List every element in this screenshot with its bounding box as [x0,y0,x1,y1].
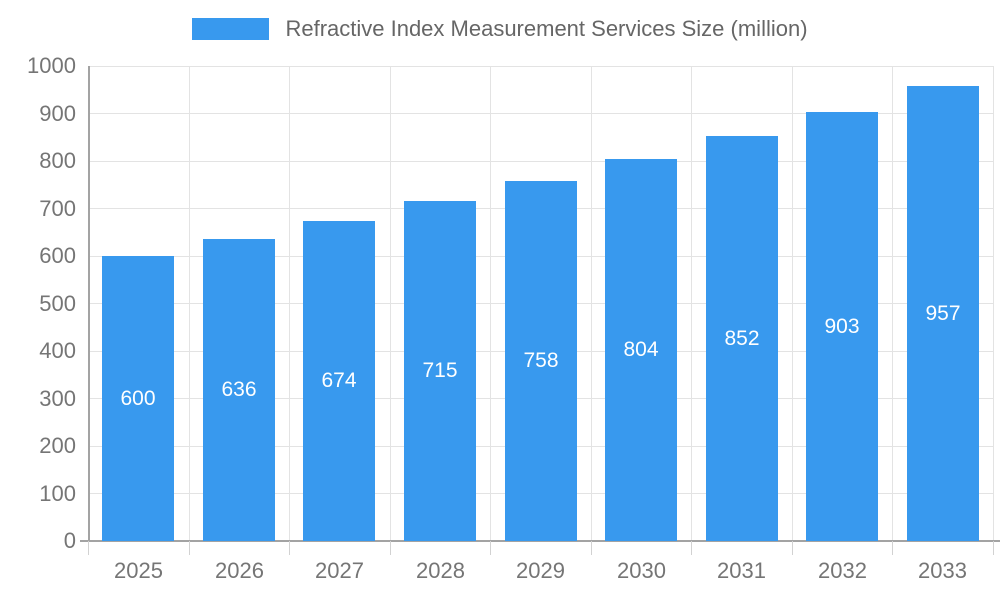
x-tick-label: 2033 [918,558,967,583]
x-axis-tick [892,541,893,555]
bar-2027: 674 [303,221,375,541]
y-tick-label: 0 [63,528,76,553]
bar-value-label: 852 [724,326,760,350]
bar-2031: 852 [706,136,778,541]
y-axis-line [88,66,90,541]
bar-value-label: 636 [221,378,257,401]
x-axis-tick [792,541,793,555]
gridline-horizontal [88,160,993,162]
x-axis-tick [189,541,190,555]
bar-value-label: 674 [321,369,357,392]
gridline-horizontal [88,113,993,114]
x-axis-tick [591,541,592,555]
gridline-vertical [892,66,893,541]
gridline-vertical [289,66,290,541]
gridline-vertical [390,66,391,541]
bar-2033: 957 [907,86,979,541]
x-axis-tick [289,541,290,555]
x-tick-label: 2031 [717,558,766,583]
bar-value-label: 758 [523,349,559,372]
x-axis-tick [88,541,89,555]
y-tick-label: 400 [39,338,76,363]
bar-2026: 636 [203,239,275,541]
x-axis-tick [390,541,391,555]
bar-value-label: 715 [422,359,458,382]
legend-label: Refractive Index Measurement Services Si… [285,16,808,41]
x-tick-label: 2028 [416,558,465,583]
gridline-vertical [189,66,190,541]
bar-value-label: 957 [925,301,961,325]
x-tick-label: 2029 [516,558,565,583]
y-tick-label: 300 [39,386,76,411]
gridline-horizontal [88,65,993,67]
y-tick-label: 600 [39,243,76,268]
y-tick-label: 100 [39,481,76,506]
y-tick-label: 800 [39,148,76,173]
y-tick-label: 500 [39,291,76,316]
y-tick-label: 900 [39,101,76,126]
gridline-vertical [691,66,692,541]
x-tick-label: 2032 [818,558,867,583]
bar-2028: 715 [404,201,476,541]
gridline-vertical [591,66,592,541]
bar-2025: 600 [102,256,174,541]
x-axis-tick [993,541,994,555]
bar-value-label: 903 [824,314,860,338]
chart-legend: Refractive Index Measurement Services Si… [0,16,1000,42]
x-axis-line [80,540,1000,542]
bar-2030: 804 [605,159,677,541]
gridline-vertical [993,66,994,541]
gridline-vertical [792,66,793,541]
x-tick-label: 2030 [617,558,666,583]
bar-2032: 903 [806,112,878,541]
x-tick-label: 2025 [114,558,163,583]
y-tick-label: 200 [39,433,76,458]
bar-value-label: 804 [623,338,659,361]
x-tick-label: 2027 [315,558,364,583]
x-axis-tick [490,541,491,555]
x-tick-label: 2026 [215,558,264,583]
legend-swatch [192,18,270,40]
gridline-vertical [490,66,491,541]
y-tick-label: 700 [39,196,76,221]
bar-value-label: 600 [120,386,156,410]
y-tick-label: 1000 [27,53,76,78]
plot-area: 600 636 674 715 758 804 852 903 957 [80,65,1000,555]
bar-2029: 758 [505,181,577,541]
x-axis-tick [691,541,692,555]
